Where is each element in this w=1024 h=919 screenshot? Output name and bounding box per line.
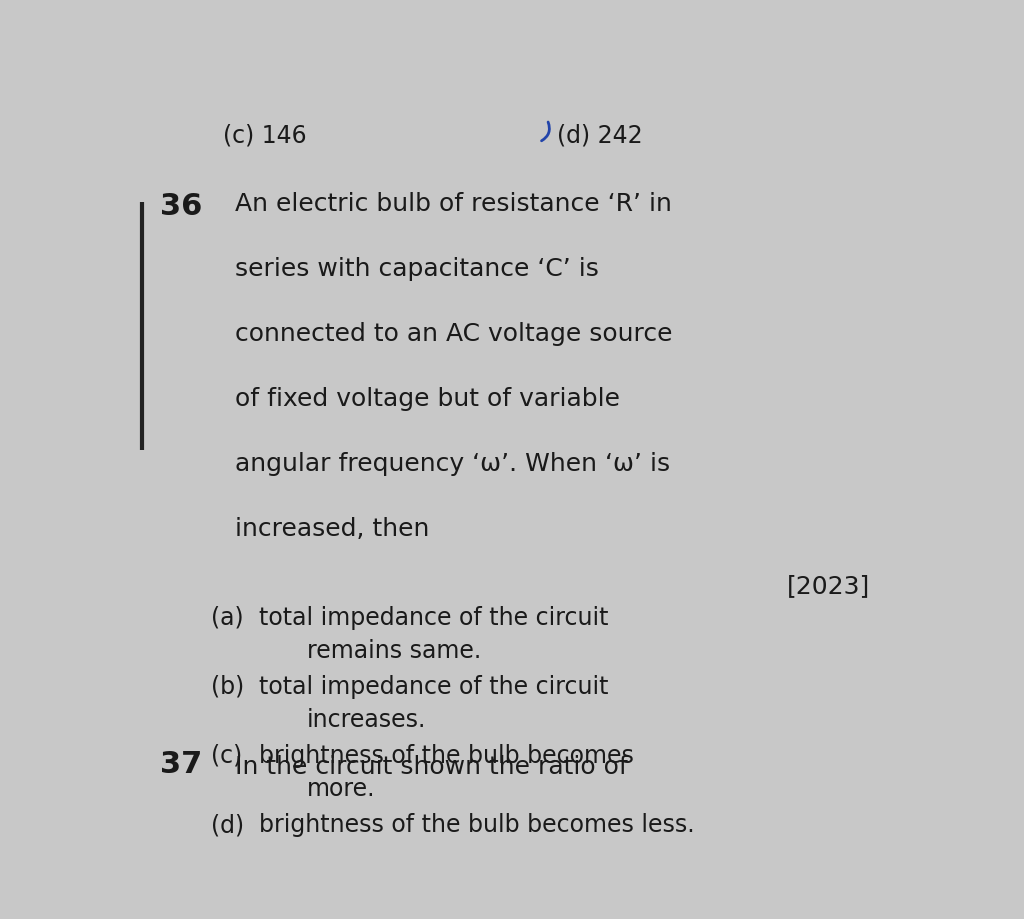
Text: total impedance of the circuit: total impedance of the circuit	[259, 606, 608, 630]
Text: (b): (b)	[211, 675, 245, 698]
Text: connected to an AC voltage source: connected to an AC voltage source	[236, 322, 673, 346]
Text: An electric bulb of resistance ‘R’ in: An electric bulb of resistance ‘R’ in	[236, 192, 672, 216]
Text: total impedance of the circuit: total impedance of the circuit	[259, 675, 608, 698]
Text: brightness of the bulb becomes: brightness of the bulb becomes	[259, 744, 634, 768]
Text: (d): (d)	[211, 813, 245, 837]
Text: increased, then: increased, then	[236, 517, 429, 541]
Text: (c) 146: (c) 146	[223, 123, 307, 147]
Text: (c): (c)	[211, 744, 243, 768]
Text: remains same.: remains same.	[306, 639, 481, 663]
Text: (d) 242: (d) 242	[557, 123, 642, 147]
Text: of fixed voltage but of variable: of fixed voltage but of variable	[236, 387, 621, 411]
Text: brightness of the bulb becomes less.: brightness of the bulb becomes less.	[259, 813, 694, 837]
Text: increases.: increases.	[306, 708, 426, 732]
Text: more.: more.	[306, 777, 375, 801]
Text: 37: 37	[160, 750, 202, 779]
Text: angular frequency ‘ω’. When ‘ω’ is: angular frequency ‘ω’. When ‘ω’ is	[236, 452, 671, 476]
Text: series with capacitance ‘C’ is: series with capacitance ‘C’ is	[236, 256, 599, 281]
Text: 36: 36	[160, 192, 202, 221]
Text: In the circuit shown the ratio of: In the circuit shown the ratio of	[236, 755, 628, 779]
Text: [2023]: [2023]	[786, 573, 870, 597]
Text: (a): (a)	[211, 606, 244, 630]
